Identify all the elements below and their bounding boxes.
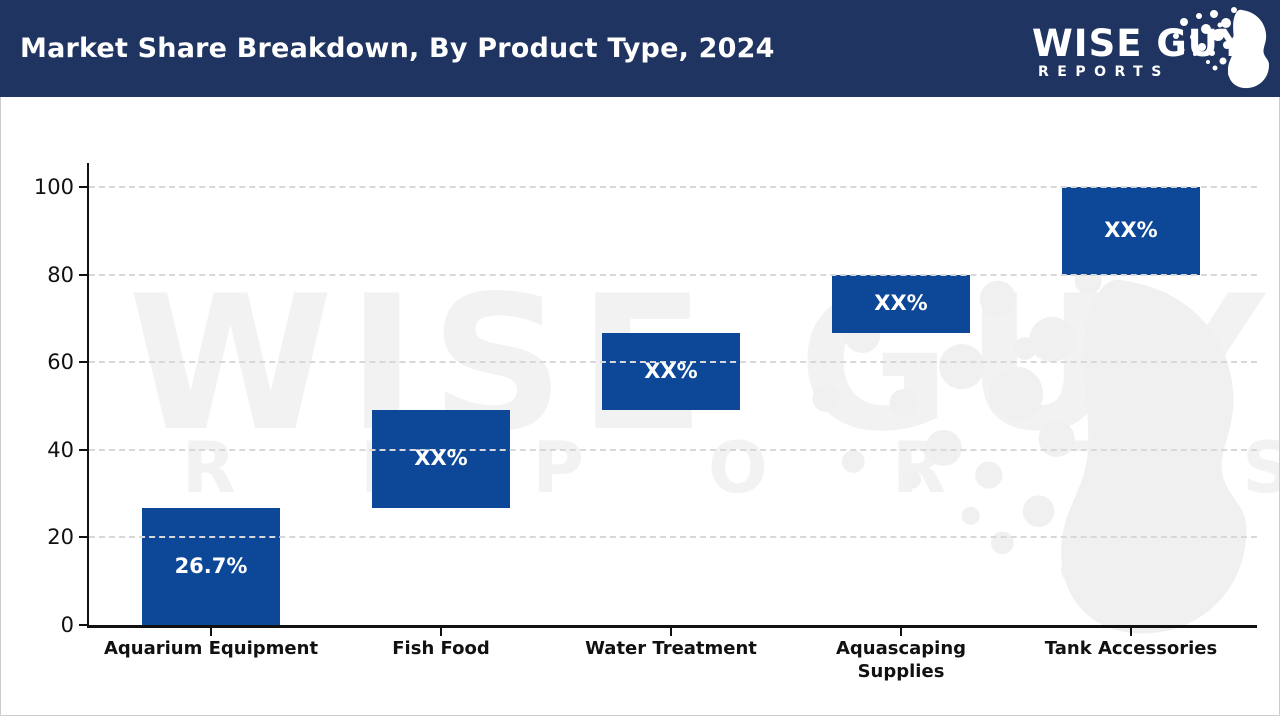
x-category-label: Aquarium Equipment [103,638,319,659]
y-tick-mark [79,361,87,364]
y-tick-mark [79,624,87,626]
x-tick-mark [440,628,442,636]
bar-value-label: XX% [644,358,698,383]
x-tick-mark [900,628,902,636]
bar-value-label: XX% [414,446,468,471]
gridline [89,361,1257,364]
page-title: Market Share Breakdown, By Product Type,… [20,33,775,64]
y-tick-mark [79,536,87,539]
brand-logo: WISE GUY REPORTS [1004,6,1269,92]
x-tick-mark [670,628,672,636]
y-tick-label: 20 [47,525,74,550]
gridline [89,186,1257,188]
brand-subtitle: REPORTS [1038,64,1170,80]
bar-value-label: 26.7% [174,553,248,578]
bar-value-label: XX% [874,290,928,315]
bar-segment [1062,187,1200,275]
dotted-face-icon [1173,7,1269,89]
y-tick-label: 100 [33,175,74,199]
bar-segment [602,332,740,411]
bar-value-label: XX% [1104,217,1158,242]
y-tick-label: 80 [47,262,74,287]
bar-segment [832,274,970,333]
y-tick-label: 40 [47,437,74,462]
gridline [89,273,1257,276]
x-category-label: Tank Accessories [1044,638,1218,659]
x-category-label: Water Treatment [585,638,757,659]
y-tick-mark [79,273,87,276]
gridline [89,448,1257,451]
x-tick-mark [210,628,212,636]
x-tick-mark [1130,628,1132,636]
y-tick-label: 60 [47,350,74,375]
watermark-dotted-face [812,267,1247,634]
bar-segment [142,508,280,625]
x-axis-line [87,625,1257,628]
chart-canvas: WISE GUY R E P O R T S 0 20 40 60 80 100 26.7%… [0,97,1280,720]
x-category-label: Aquascaping Supplies [835,638,967,682]
bar-segment [372,410,510,509]
header-band: Market Share Breakdown, By Product Type,… [0,0,1280,97]
y-tick-mark [79,186,87,188]
y-tick-label: 0 [60,613,74,637]
y-tick-mark [79,448,87,451]
y-axis-spine [87,163,89,628]
x-category-label: Fish Food [392,638,490,659]
gridline [89,536,1257,539]
